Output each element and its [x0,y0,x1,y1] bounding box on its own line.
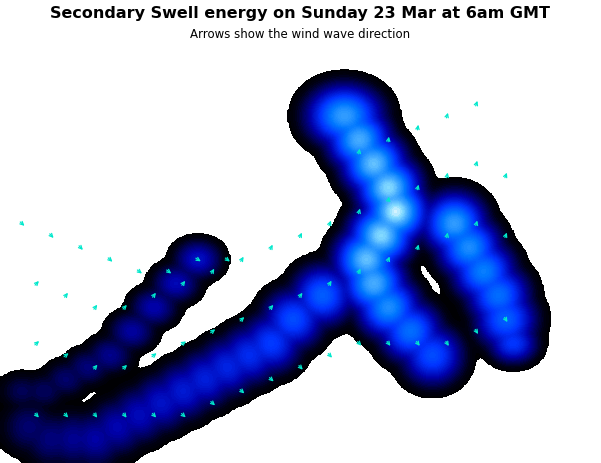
Text: Arrows show the wind wave direction: Arrows show the wind wave direction [191,28,410,41]
Text: Secondary Swell energy on Sunday 23 Mar at 6am GMT: Secondary Swell energy on Sunday 23 Mar … [50,6,551,21]
